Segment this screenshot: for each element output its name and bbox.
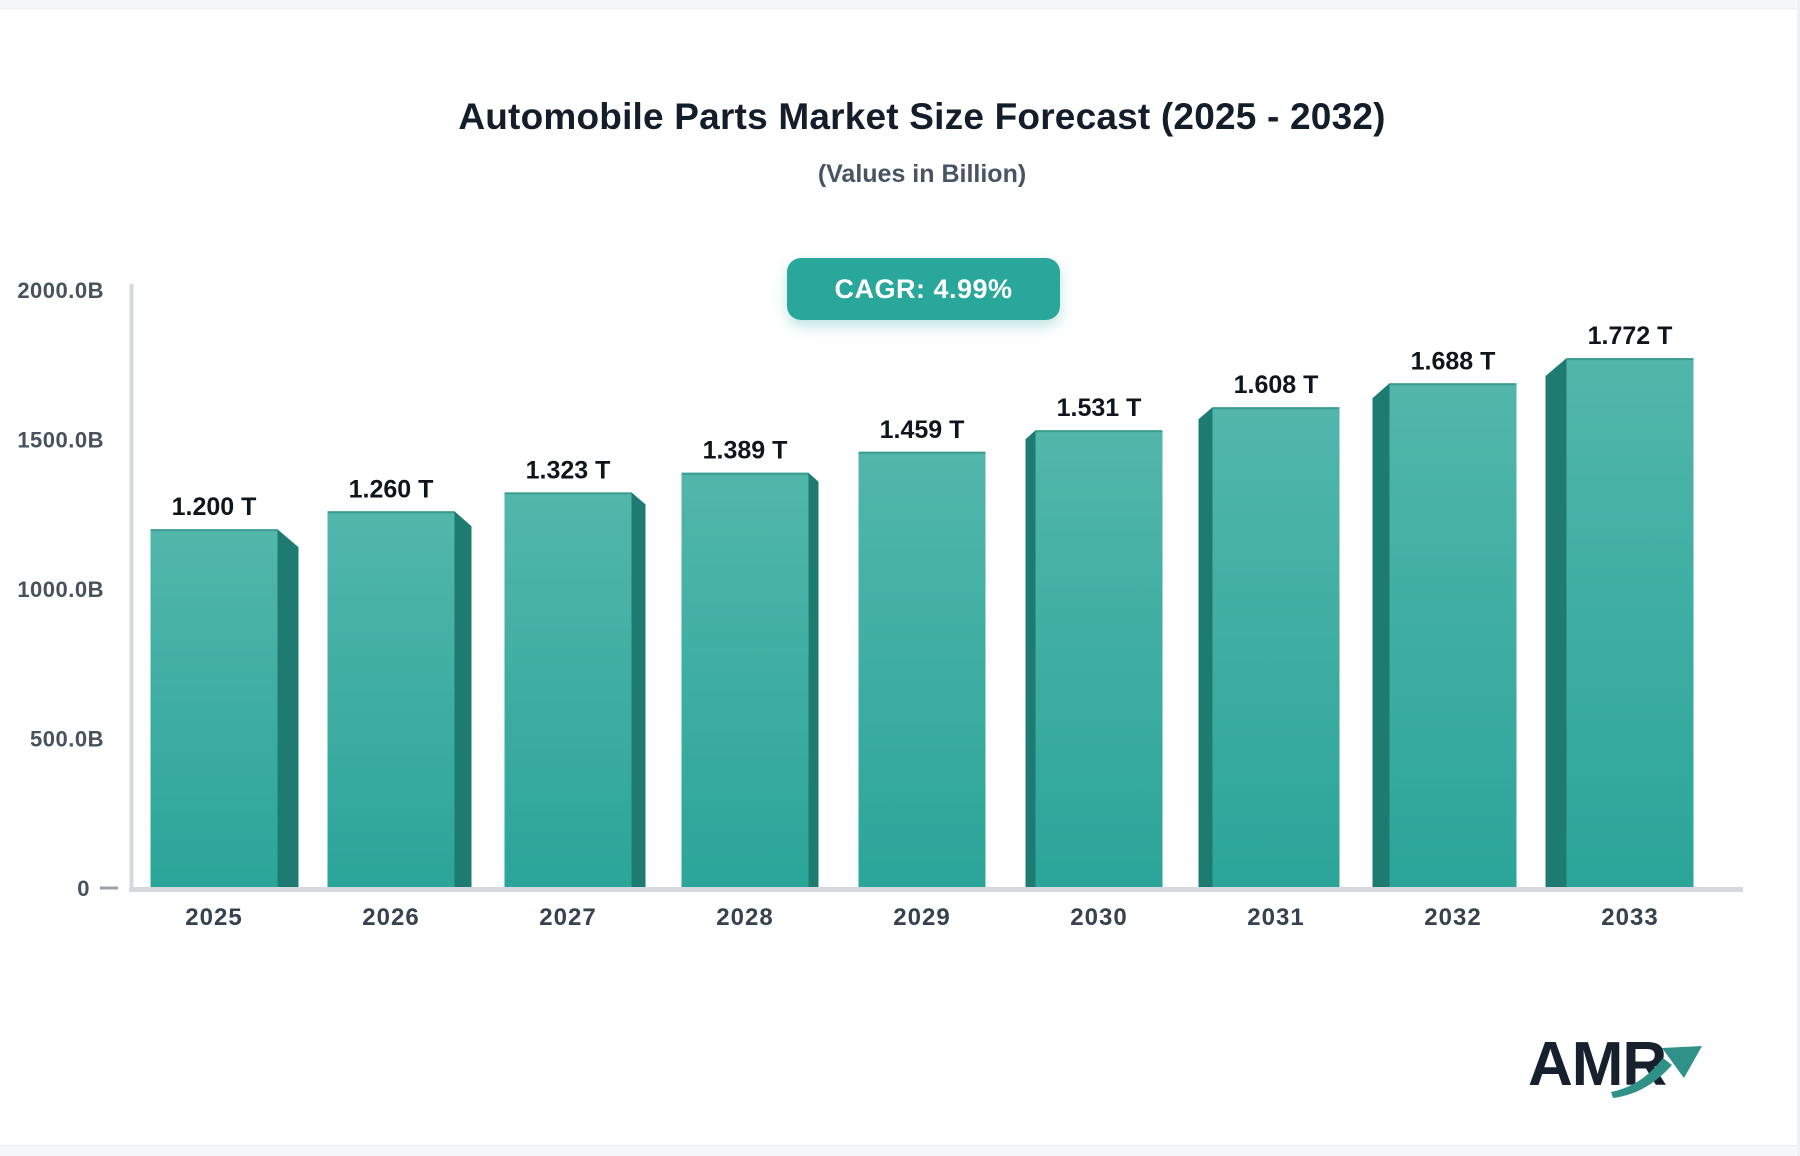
x-tick-label: 2028 (716, 904, 773, 931)
bar-value-label: 1.260 T (349, 475, 434, 503)
bar-side-face (1545, 358, 1567, 888)
bar-2026 (327, 511, 455, 888)
bar-value-label: 1.772 T (1588, 322, 1673, 350)
x-tick-label: 2027 (539, 904, 596, 931)
bar-value-label: 1.200 T (172, 493, 257, 521)
arrow-head (1662, 1046, 1702, 1078)
y-tick-label: 2000.0B (17, 278, 104, 303)
x-tick-label: 2025 (185, 904, 242, 931)
bar-2029 (858, 451, 986, 888)
bar-side-face (808, 472, 819, 888)
bar-2028 (681, 472, 809, 888)
amr-growth-arrow-icon (1611, 1046, 1702, 1098)
bar-value-label: 1.531 T (1057, 394, 1142, 422)
x-tick-label: 2031 (1247, 904, 1304, 931)
bar-side-face (277, 529, 299, 888)
bar-2025 (150, 529, 278, 888)
y-tick-label: 500.0B (30, 727, 104, 752)
bar-2032 (1389, 383, 1517, 888)
page-bottom-edge (0, 1145, 1800, 1156)
page-top-edge (0, 0, 1800, 9)
chart-subtitle: (Values in Billion) (817, 160, 1027, 188)
amr-logo: AMR (1528, 1030, 1728, 1120)
bar-side-face (631, 492, 646, 888)
chart-title: Automobile Parts Market Size Forecast (2… (458, 96, 1386, 137)
cagr-badge-label: CAGR: 4.99% (834, 273, 1013, 304)
bar-2033 (1566, 358, 1694, 888)
bar-side-face (454, 511, 472, 888)
x-tick-label: 2026 (362, 904, 419, 931)
arrow-swoosh (1611, 1058, 1672, 1098)
bar-side-face (1198, 407, 1213, 888)
y-tick-label: 1000.0B (17, 577, 104, 602)
bar-value-label: 1.459 T (880, 416, 965, 444)
x-tick-label: 2030 (1070, 904, 1127, 931)
x-tick-label: 2033 (1601, 904, 1658, 931)
bar-value-label: 1.389 T (703, 437, 788, 465)
x-tick-label: 2029 (893, 904, 950, 931)
bar-2031 (1212, 407, 1340, 888)
y-tick-label: 1500.0B (17, 428, 104, 453)
x-tick-label: 2032 (1424, 904, 1481, 931)
chart-header: Automobile Parts Market Size Forecast (2… (44, 0, 1800, 189)
bar-side-face (1372, 383, 1390, 888)
cagr-badge: CAGR: 4.99% (787, 258, 1060, 320)
y-tick-label: 0 (77, 876, 90, 901)
page-right-edge (1797, 0, 1800, 1156)
bar-2027 (504, 492, 632, 888)
bar-value-label: 1.688 T (1411, 347, 1496, 375)
bar-value-label: 1.608 T (1234, 371, 1319, 399)
bar-value-label: 1.323 T (526, 456, 611, 484)
bar-2030 (1035, 430, 1163, 888)
bar-side-face (1025, 430, 1036, 888)
